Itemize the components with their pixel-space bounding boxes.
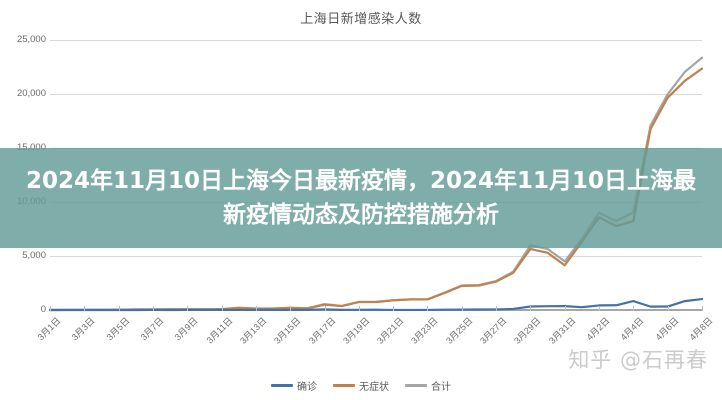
gridline — [50, 256, 702, 257]
legend-swatch-icon — [333, 384, 355, 387]
legend-item[interactable]: 合计 — [405, 378, 451, 393]
x-axis-tick — [427, 306, 429, 311]
x-axis-tick — [633, 306, 635, 311]
x-axis-tick-label: 3月21日 — [375, 315, 406, 346]
y-axis-tick-label: 0 — [40, 304, 46, 315]
gridline — [50, 40, 702, 41]
headline-overlay-banner: 2024年11月10日上海今日最新疫情，2024年11月10日上海最新疫情动态及… — [0, 148, 722, 248]
x-axis-tick-label: 3月7日 — [138, 315, 166, 343]
x-axis-tick — [667, 306, 669, 311]
x-axis-tick-label: 4月4日 — [618, 315, 646, 343]
x-axis-tick-label: 3月29日 — [512, 315, 543, 346]
x-axis-tick — [50, 306, 51, 311]
x-axis-tick — [118, 306, 120, 311]
legend-item[interactable]: 确诊 — [271, 378, 317, 393]
y-axis-tick-label: 5,000 — [22, 250, 46, 261]
x-axis-tick — [152, 306, 154, 311]
x-axis-tick — [461, 306, 463, 311]
x-axis-tick — [221, 306, 223, 311]
x-axis-tick — [84, 306, 86, 311]
x-axis-tick — [358, 306, 360, 311]
y-axis-tick-label: 25,000 — [16, 34, 46, 45]
x-axis-tick-label: 3月11日 — [204, 315, 235, 346]
x-axis-tick-label: 3月9日 — [172, 315, 200, 343]
legend-swatch-icon — [405, 384, 427, 387]
x-axis-tick — [187, 306, 189, 311]
x-axis-tick-label: 3月1日 — [35, 315, 63, 343]
y-axis-tick-label: 15,000 — [2, 142, 46, 153]
chart-title: 上海日新增感染人数 — [300, 11, 422, 26]
x-axis-tick-label: 3月25日 — [443, 315, 475, 346]
x-axis-tick-label: 3月19日 — [340, 315, 372, 346]
x-axis-tick-label: 3月3日 — [69, 315, 97, 343]
x-axis-tick — [290, 306, 292, 311]
legend-label: 确诊 — [297, 382, 317, 393]
x-axis-tick — [530, 306, 532, 311]
x-axis-tick — [496, 306, 498, 311]
x-axis-tick-label: 3月15日 — [272, 315, 303, 346]
y-axis-tick-label: 20,000 — [16, 88, 46, 99]
x-axis-tick — [393, 306, 395, 311]
x-axis-tick-label: 4月8日 — [687, 315, 715, 343]
gridline — [50, 94, 702, 95]
legend-label: 合计 — [431, 382, 451, 393]
series-line — [48, 297, 704, 312]
x-axis-tick-label: 3月5日 — [104, 315, 132, 343]
legend-label: 无症状 — [359, 382, 389, 393]
x-axis-tick-label: 3月31日 — [546, 315, 578, 346]
x-axis-tick — [702, 306, 703, 311]
headline-text: 2024年11月10日上海今日最新疫情，2024年11月10日上海最新疫情动态及… — [25, 168, 697, 228]
legend-swatch-icon — [271, 384, 293, 387]
x-axis-tick-label: 3月13日 — [237, 315, 269, 346]
chart-legend: 确诊 无症状 合计 — [0, 378, 722, 393]
x-axis-tick — [564, 306, 566, 311]
x-axis-tick — [599, 306, 601, 311]
x-axis-tick-label: 4月6日 — [653, 315, 681, 343]
x-axis-tick-label: 3月17日 — [306, 315, 338, 346]
x-axis-tick-label: 3月23日 — [409, 315, 440, 346]
x-axis-tick-label: 4月2日 — [584, 315, 612, 343]
x-axis-tick — [255, 306, 257, 311]
x-axis-tick — [324, 306, 326, 311]
watermark: 知乎 @石再春 — [568, 348, 708, 372]
x-axis: 3月1日 3月3日 3月5日 3月7日 3月9日 3月11日 3月13日 3月15日 3月17日… — [36, 306, 714, 366]
legend-item[interactable]: 无症状 — [333, 378, 389, 393]
x-axis-tick-label: 3月27日 — [478, 315, 509, 346]
